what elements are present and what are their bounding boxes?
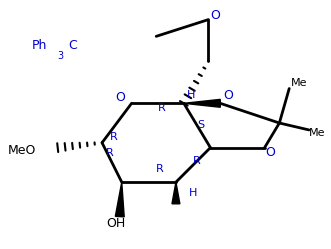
Polygon shape xyxy=(184,99,220,107)
Text: R: R xyxy=(158,103,166,113)
Text: R: R xyxy=(156,164,164,174)
Text: Ph: Ph xyxy=(31,39,47,52)
Text: R: R xyxy=(193,156,201,166)
Polygon shape xyxy=(172,182,180,204)
Text: MeO: MeO xyxy=(8,144,36,157)
Text: 3: 3 xyxy=(58,51,64,61)
Text: H: H xyxy=(188,188,197,198)
Text: S: S xyxy=(197,120,204,130)
Text: R: R xyxy=(106,148,114,158)
Text: O: O xyxy=(211,9,220,22)
Text: OH: OH xyxy=(106,217,125,230)
Text: Me: Me xyxy=(308,128,325,138)
Text: O: O xyxy=(265,146,275,159)
Text: Me: Me xyxy=(291,78,307,88)
Text: H: H xyxy=(186,90,195,100)
Text: C: C xyxy=(69,39,77,52)
Text: R: R xyxy=(110,132,118,142)
Text: O: O xyxy=(223,89,233,102)
Text: O: O xyxy=(115,91,125,104)
Polygon shape xyxy=(115,182,124,217)
